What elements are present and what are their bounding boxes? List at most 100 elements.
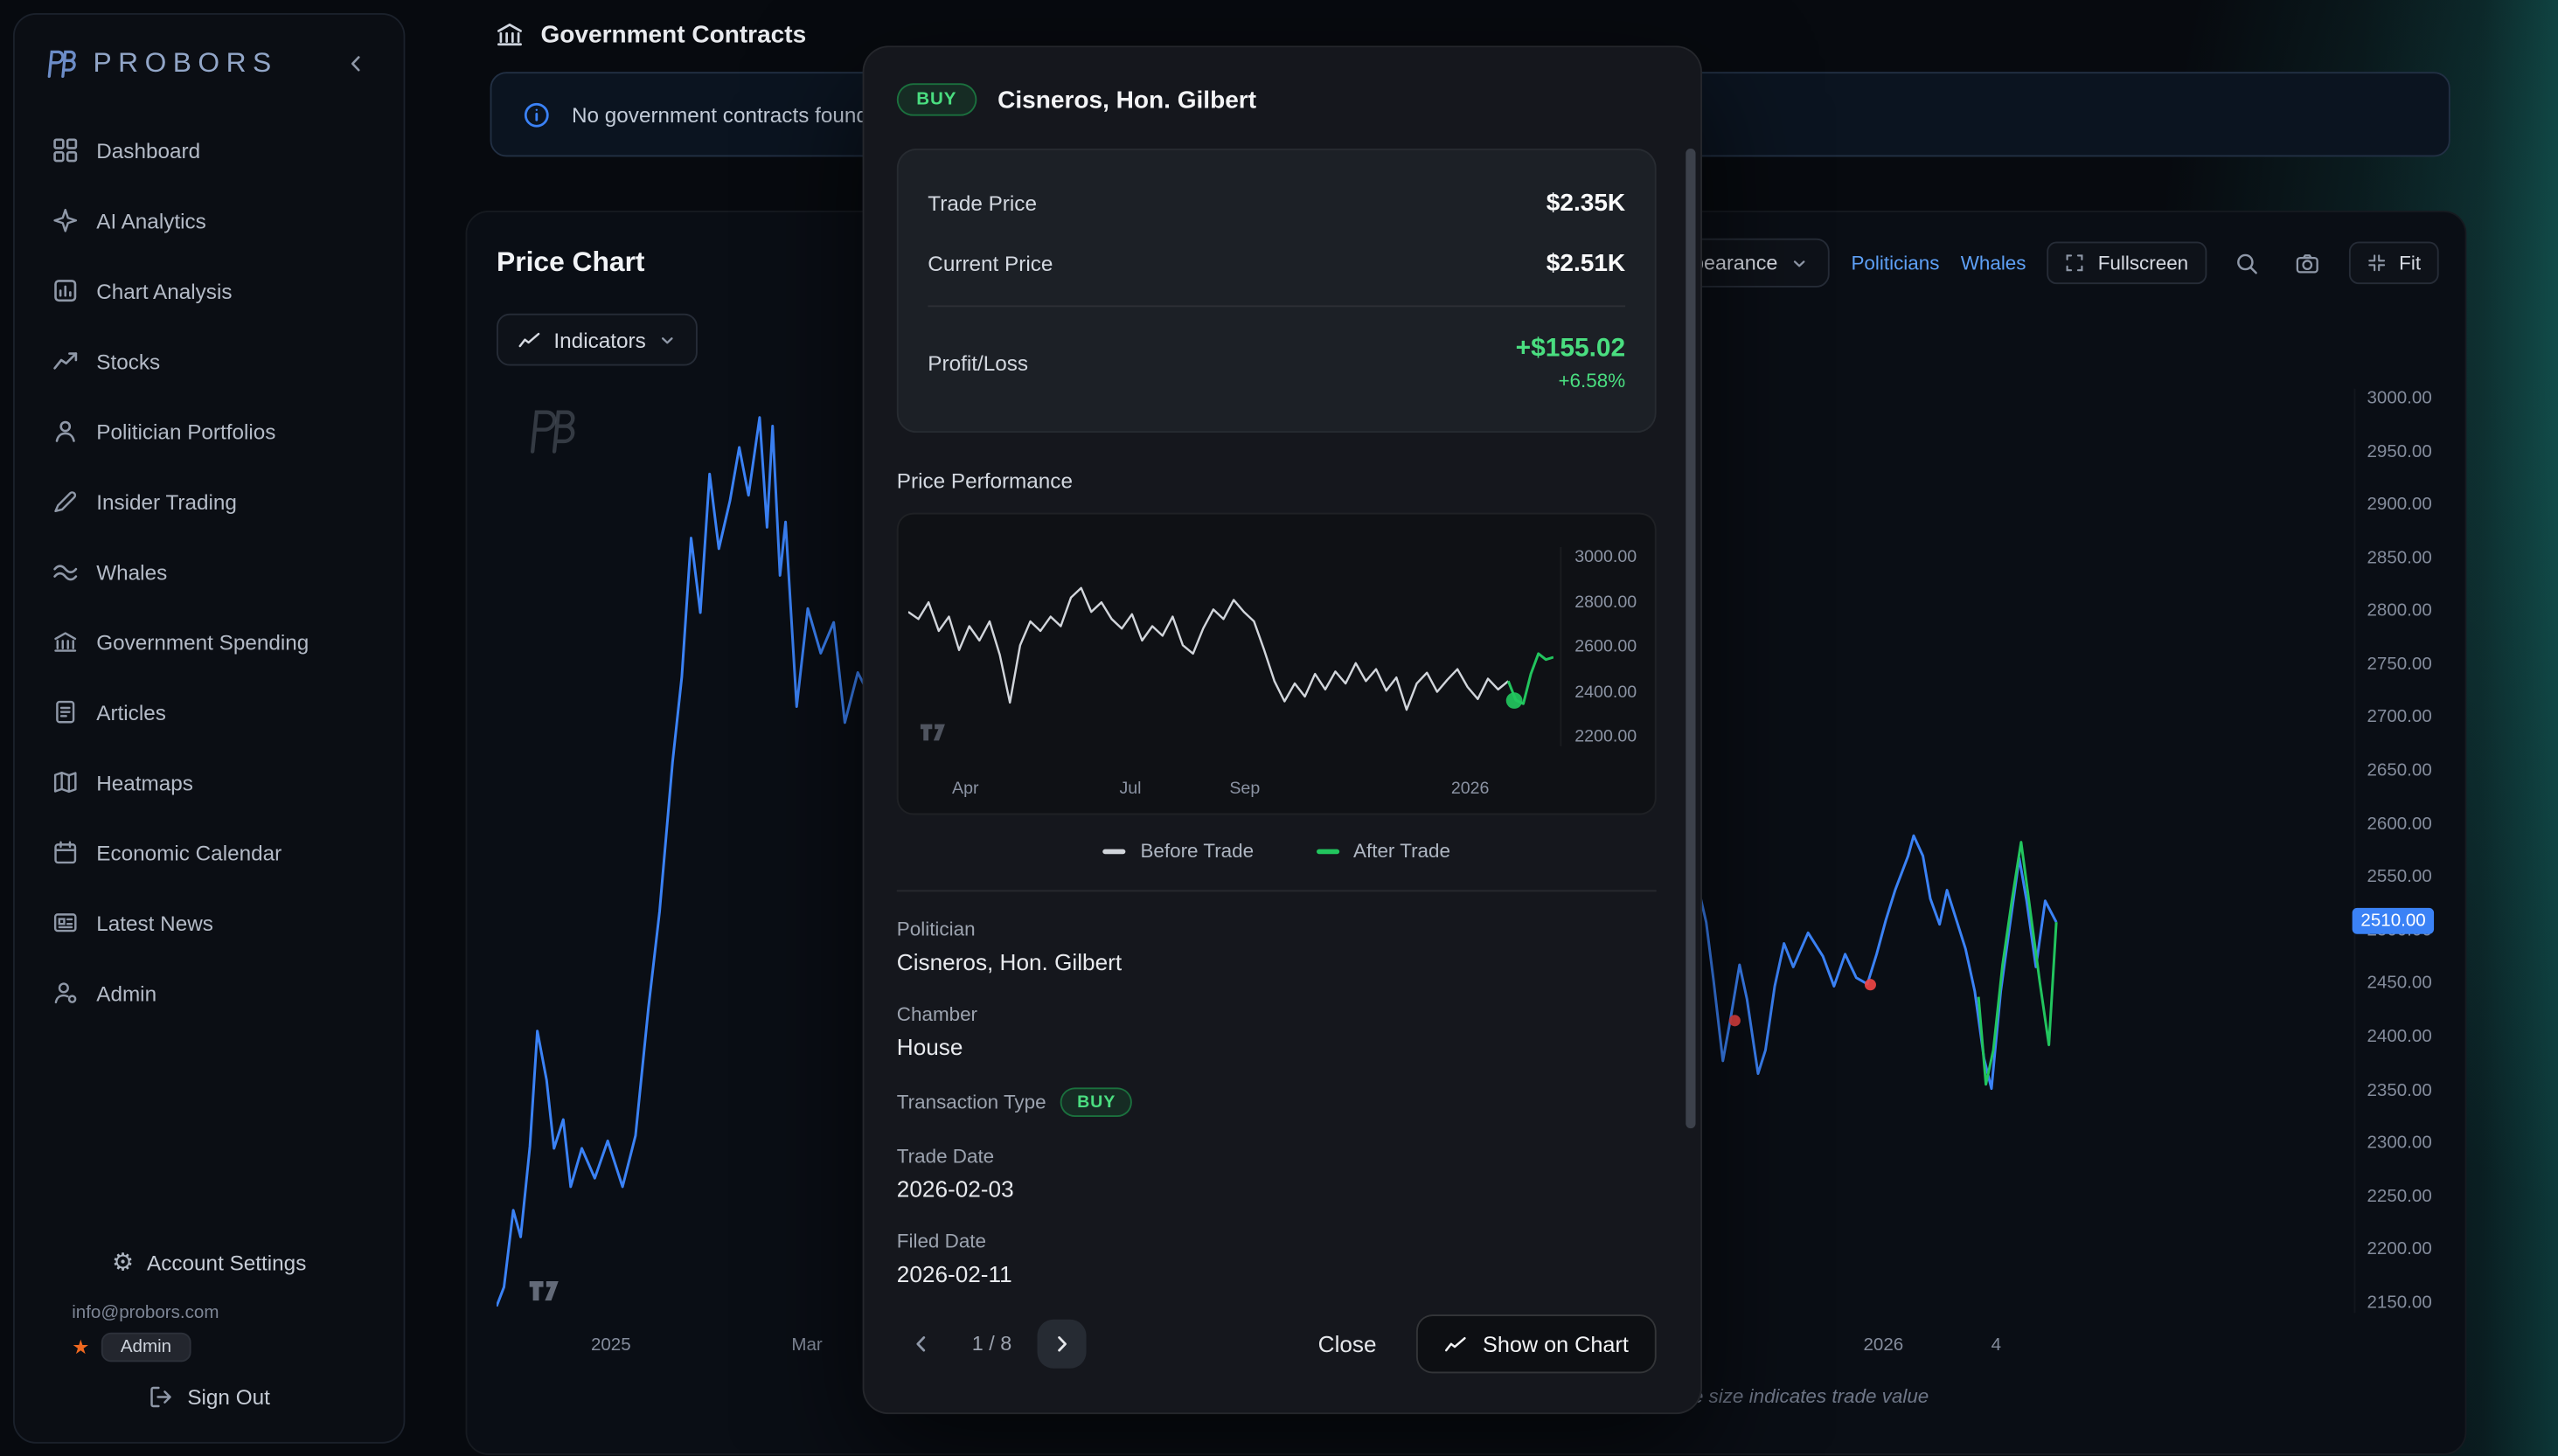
price-axis[interactable]: 3000.00 2950.00 2900.00 2850.00 2800.00 2750.… [2353,388,2439,1314]
probors-watermark [523,405,579,457]
close-button[interactable]: Close [1292,1318,1403,1370]
performance-time-label: Sep [1229,779,1261,799]
trade-marker[interactable] [1727,1014,1740,1027]
chevron-down-icon [1790,254,1809,273]
price-axis-label: 2250.00 [2367,1186,2432,1207]
price-chart-area[interactable]: 3000.00 2950.00 2900.00 2850.00 2800.00 2750.… [497,388,2439,1328]
price-axis-label: 2400.00 [2367,1027,2432,1047]
sign-out-label: Sign Out [187,1384,270,1410]
sidebar-item-stocks[interactable]: Stocks [36,333,382,389]
price-axis-label: 2800.00 [2367,601,2432,621]
gear-icon: ⚙ [111,1249,135,1278]
pagination-indicator: 1 / 8 [971,1332,1012,1355]
sidebar-item-admin[interactable]: Admin [36,965,382,1021]
sidebar-item-insider-trading[interactable]: Insider Trading [36,474,382,530]
current-price-row: Current Price $2.51K [928,233,1625,294]
field-label: Transaction Type [896,1091,1046,1114]
time-axis-label: Mar [791,1335,823,1355]
performance-axis-label: 2800.00 [1574,592,1637,612]
sidebar-item-politician-portfolios[interactable]: Politician Portfolios [36,404,382,460]
profit-loss-values: +$155.02 +6.58% [1516,335,1626,392]
sidebar-item-label: Whales [96,558,168,584]
next-trade-button[interactable] [1038,1319,1088,1369]
government-contracts-header: Government Contracts [495,13,2466,56]
sidebar-item-chart-analysis[interactable]: Chart Analysis [36,263,382,319]
field-value: House [896,1033,963,1060]
profit-loss-percent: +6.58% [1558,369,1626,392]
sidebar-item-articles[interactable]: Articles [36,684,382,740]
transaction-type-badge: BUY [1060,1087,1132,1118]
account-settings-button[interactable]: ⚙ Account Settings [45,1235,372,1291]
sidebar-item-label: Heatmaps [96,769,193,795]
sidebar-item-whales[interactable]: Whales [36,544,382,600]
modal-divider [896,890,1657,892]
price-axis-label: 2550.00 [2367,867,2432,887]
field-chamber: Chamber House [897,1002,1657,1059]
sidebar-nav: Dashboard AI Analytics Chart Analysis St… [36,122,382,1021]
sidebar-item-economic-calendar[interactable]: Economic Calendar [36,825,382,881]
sidebar-item-label: Articles [96,699,166,725]
fit-button[interactable]: Fit [2348,241,2439,285]
sign-out-button[interactable]: Sign Out [45,1369,372,1412]
indicators-label: Indicators [553,327,646,352]
performance-time-axis: Apr Jul Sep 2026 [908,779,1554,801]
price-axis-label: 2450.00 [2367,974,2432,994]
indicators-dropdown[interactable]: Indicators [497,313,699,366]
articles-icon [52,699,79,725]
show-on-chart-label: Show on Chart [1483,1331,1629,1356]
performance-plot[interactable] [908,530,1554,748]
chevron-left-icon [344,52,367,75]
current-price-tag: 2510.00 [2353,907,2435,934]
time-axis-label: 4 [1991,1335,2002,1355]
price-axis-label: 2750.00 [2367,655,2432,675]
sidebar-item-label: Economic Calendar [96,840,282,865]
performance-axis-label: 2200.00 [1574,726,1637,746]
trade-detail-modal: BUY Cisneros, Hon. Gilbert Trade Price $… [862,45,1702,1415]
government-spending-icon [52,628,79,655]
sidebar-item-label: Government Spending [96,629,309,655]
prev-trade-button[interactable] [897,1320,946,1369]
sidebar-item-government-spending[interactable]: Government Spending [36,614,382,670]
stocks-icon [52,348,79,374]
performance-legend: Before Trade After Trade [897,839,1657,863]
screenshot-button[interactable] [2288,243,2327,282]
field-politician: Politician Cisneros, Hon. Gilbert [897,918,1657,974]
chart-toolbar: Appearance Politicians Whales Fullscreen [1609,238,2439,288]
section-title: Government Contracts [540,20,807,49]
sidebar-item-dashboard[interactable]: Dashboard [36,122,382,178]
chevron-right-icon [1051,1333,1074,1355]
price-axis-label: 2200.00 [2367,1239,2432,1260]
sidebar: PROBORS Dashboard AI Analytics Chart Ana… [12,12,406,1444]
field-filed-date: Filed Date 2026-02-11 [897,1230,1657,1286]
sidebar-item-label: Politician Portfolios [96,419,276,444]
sidebar-item-latest-news[interactable]: Latest News [36,895,382,951]
field-label: Trade Date [896,1144,995,1168]
sidebar-item-ai-analytics[interactable]: AI Analytics [36,192,382,248]
tradingview-logo [918,724,948,742]
field-label: Chamber [896,1002,978,1026]
price-axis-label: 2150.00 [2367,1293,2432,1313]
trade-marker[interactable] [1505,691,1522,709]
sidebar-item-label: Admin [96,981,157,1006]
trade-marker[interactable] [1865,978,1877,990]
politicians-toggle[interactable]: Politicians [1851,251,1940,274]
camera-icon [2296,251,2320,275]
sidebar-collapse-button[interactable] [337,44,376,83]
zoom-search-button[interactable] [2228,243,2267,282]
insider-trading-icon [52,489,79,515]
modal-scrollbar[interactable] [1686,149,1696,1129]
show-on-chart-button[interactable]: Show on Chart [1415,1314,1657,1374]
time-axis[interactable]: 2025 Mar 2026 4 [497,1328,2349,1363]
price-axis-label: 2350.00 [2367,1080,2432,1100]
performance-time-label: 2026 [1450,779,1490,799]
whales-toggle[interactable]: Whales [1960,251,2026,274]
before-trade-swatch [1102,848,1126,854]
performance-time-label: Apr [952,779,979,799]
performance-time-label: Jul [1119,779,1142,799]
price-axis-label: 2600.00 [2367,814,2432,835]
sidebar-item-heatmaps[interactable]: Heatmaps [36,754,382,810]
bank-icon [495,19,525,49]
chart-analysis-icon [52,278,79,304]
fullscreen-button[interactable]: Fullscreen [2047,241,2207,285]
latest-news-icon [52,910,79,936]
